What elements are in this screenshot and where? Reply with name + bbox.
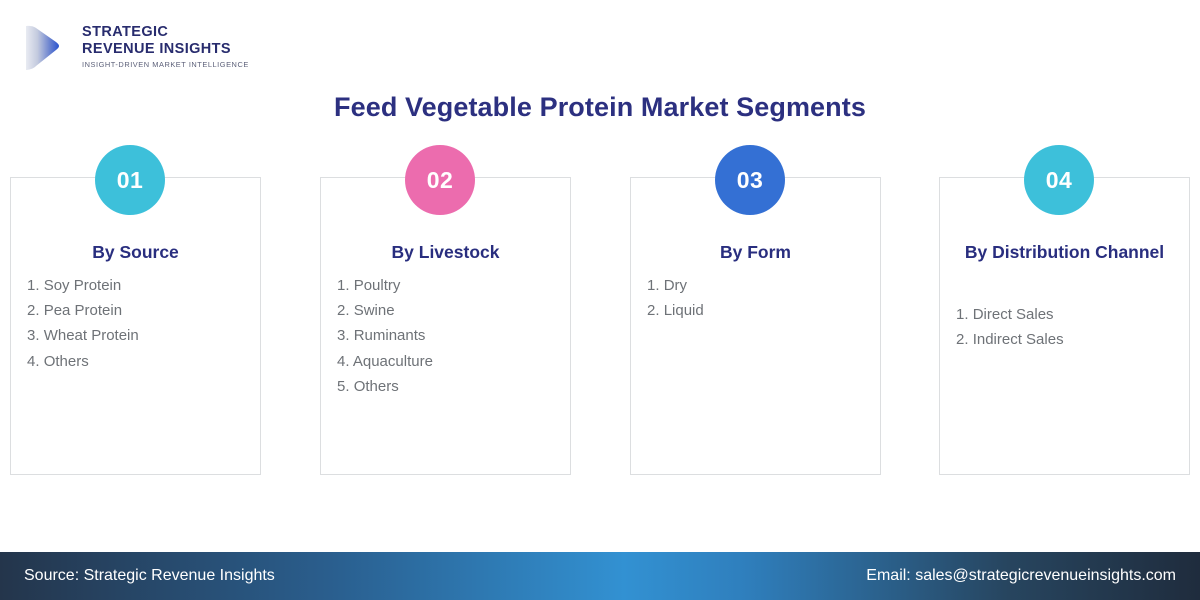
segment-card-list: 1. Soy Protein 2. Pea Protein 3. Wheat P… bbox=[27, 273, 250, 374]
brand-tagline: INSIGHT-DRIVEN MARKET INTELLIGENCE bbox=[82, 60, 249, 69]
segment-card-by-livestock[interactable]: By Livestock 1. Poultry 2. Swine 3. Rumi… bbox=[320, 177, 571, 475]
footer-bar: Source: Strategic Revenue Insights Email… bbox=[0, 552, 1200, 600]
list-item: 2. Liquid bbox=[647, 302, 704, 320]
brand-wordmark: STRATEGIC REVENUE INSIGHTS bbox=[82, 24, 282, 57]
brand-logo: STRATEGIC REVENUE INSIGHTS INSIGHT-DRIVE… bbox=[24, 20, 284, 82]
segment-badge-01: 01 bbox=[95, 145, 165, 215]
list-item: 4. Others bbox=[27, 352, 89, 370]
footer-email[interactable]: Email: sales@strategicrevenueinsights.co… bbox=[866, 567, 1176, 584]
list-item: 1. Soy Protein bbox=[27, 277, 122, 294]
list-item: 2. Swine bbox=[337, 302, 395, 320]
segment-card-heading: By Livestock bbox=[391, 242, 500, 262]
segment-card-heading: By Source bbox=[92, 242, 179, 262]
segment-badge-04: 04 bbox=[1024, 145, 1094, 215]
segment-badge-03: 03 bbox=[715, 145, 785, 215]
list-item: 2. Indirect Sales bbox=[956, 331, 1064, 349]
segment-card-heading: By Distribution Channel bbox=[964, 242, 1165, 262]
page-title: Feed Vegetable Protein Market Segments bbox=[334, 92, 866, 122]
brand-name-line-2: REVENUE INSIGHTS bbox=[82, 40, 232, 57]
segment-badge-02: 02 bbox=[405, 145, 475, 215]
footer-source: Source: Strategic Revenue Insights bbox=[24, 567, 275, 584]
brand-name-line-1: STRATEGIC bbox=[82, 24, 169, 40]
segment-card-heading: By Form bbox=[720, 242, 791, 262]
list-item: 3. Wheat Protein bbox=[27, 327, 139, 345]
list-item: 1. Direct Sales bbox=[956, 306, 1054, 323]
chevron-arrow-icon bbox=[24, 22, 70, 74]
segment-card-list: 1. Poultry 2. Swine 3. Ruminants 4. Aqua… bbox=[337, 273, 560, 399]
segment-card-by-distribution-channel[interactable]: By Distribution Channel 1. Direct Sales … bbox=[939, 177, 1190, 475]
list-item: 2. Pea Protein bbox=[27, 302, 123, 320]
list-item: 4. Aquaculture bbox=[337, 352, 433, 370]
list-item: 1. Dry bbox=[647, 277, 688, 294]
list-item: 1. Poultry bbox=[337, 277, 401, 294]
segment-card-by-source[interactable]: By Source 1. Soy Protein 2. Pea Protein … bbox=[10, 177, 261, 475]
list-item: 5. Others bbox=[337, 377, 399, 395]
segment-card-by-form[interactable]: By Form 1. Dry 2. Liquid bbox=[630, 177, 881, 475]
segment-card-list: 1. Direct Sales 2. Indirect Sales bbox=[956, 302, 1179, 352]
list-item: 3. Ruminants bbox=[337, 327, 426, 345]
segment-card-list: 1. Dry 2. Liquid bbox=[647, 273, 870, 323]
